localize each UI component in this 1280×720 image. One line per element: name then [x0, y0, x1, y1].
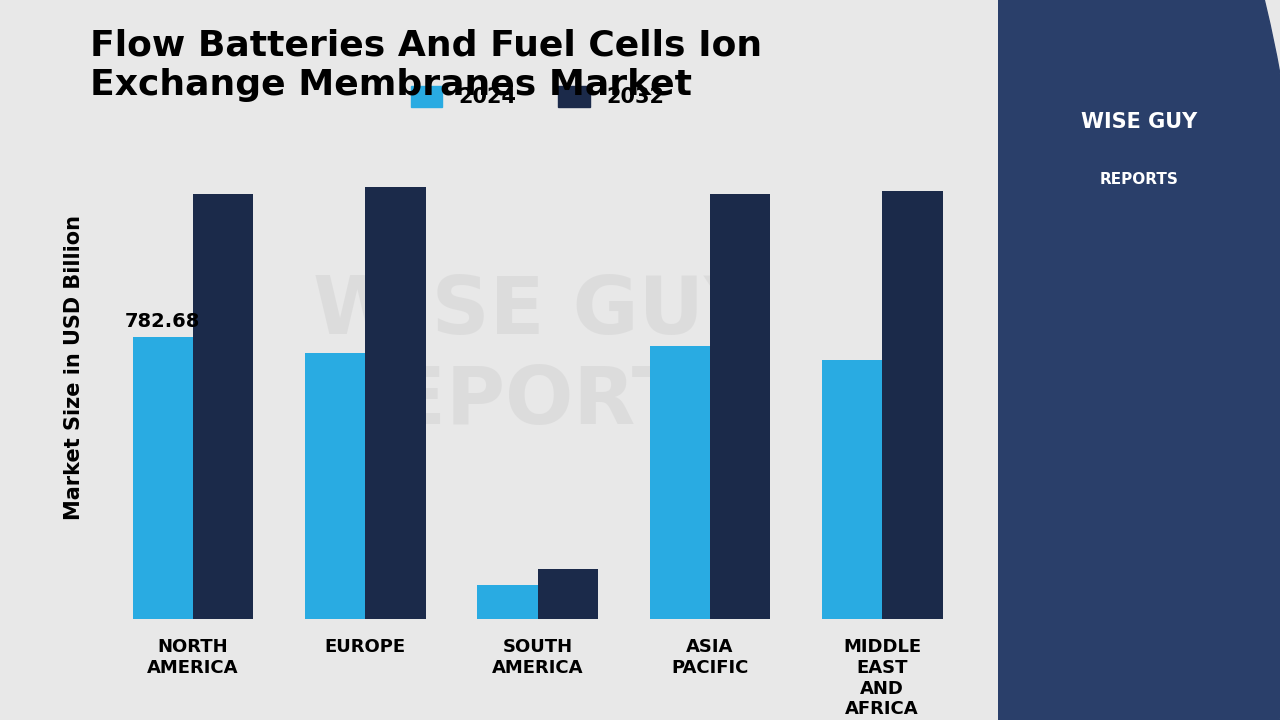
- Bar: [538, 569, 598, 619]
- Text: WISE GUY
REPORTS: WISE GUY REPORTS: [312, 273, 763, 441]
- Bar: [193, 194, 253, 619]
- Bar: [650, 346, 710, 619]
- Y-axis label: Market Size in USD Billion: Market Size in USD Billion: [64, 215, 84, 520]
- Bar: [882, 191, 942, 619]
- Legend: 2024, 2032: 2024, 2032: [401, 75, 675, 118]
- Bar: [365, 187, 426, 619]
- Bar: [477, 585, 538, 619]
- Text: REPORTS: REPORTS: [1100, 173, 1179, 187]
- Circle shape: [717, 0, 1280, 720]
- Bar: [822, 360, 882, 619]
- Bar: [305, 353, 365, 619]
- Text: Flow Batteries And Fuel Cells Ion
Exchange Membranes Market: Flow Batteries And Fuel Cells Ion Exchan…: [90, 29, 762, 102]
- Text: WISE GUY: WISE GUY: [1082, 112, 1197, 132]
- Bar: [710, 194, 771, 619]
- Bar: [133, 338, 193, 619]
- Text: 782.68: 782.68: [125, 312, 201, 331]
